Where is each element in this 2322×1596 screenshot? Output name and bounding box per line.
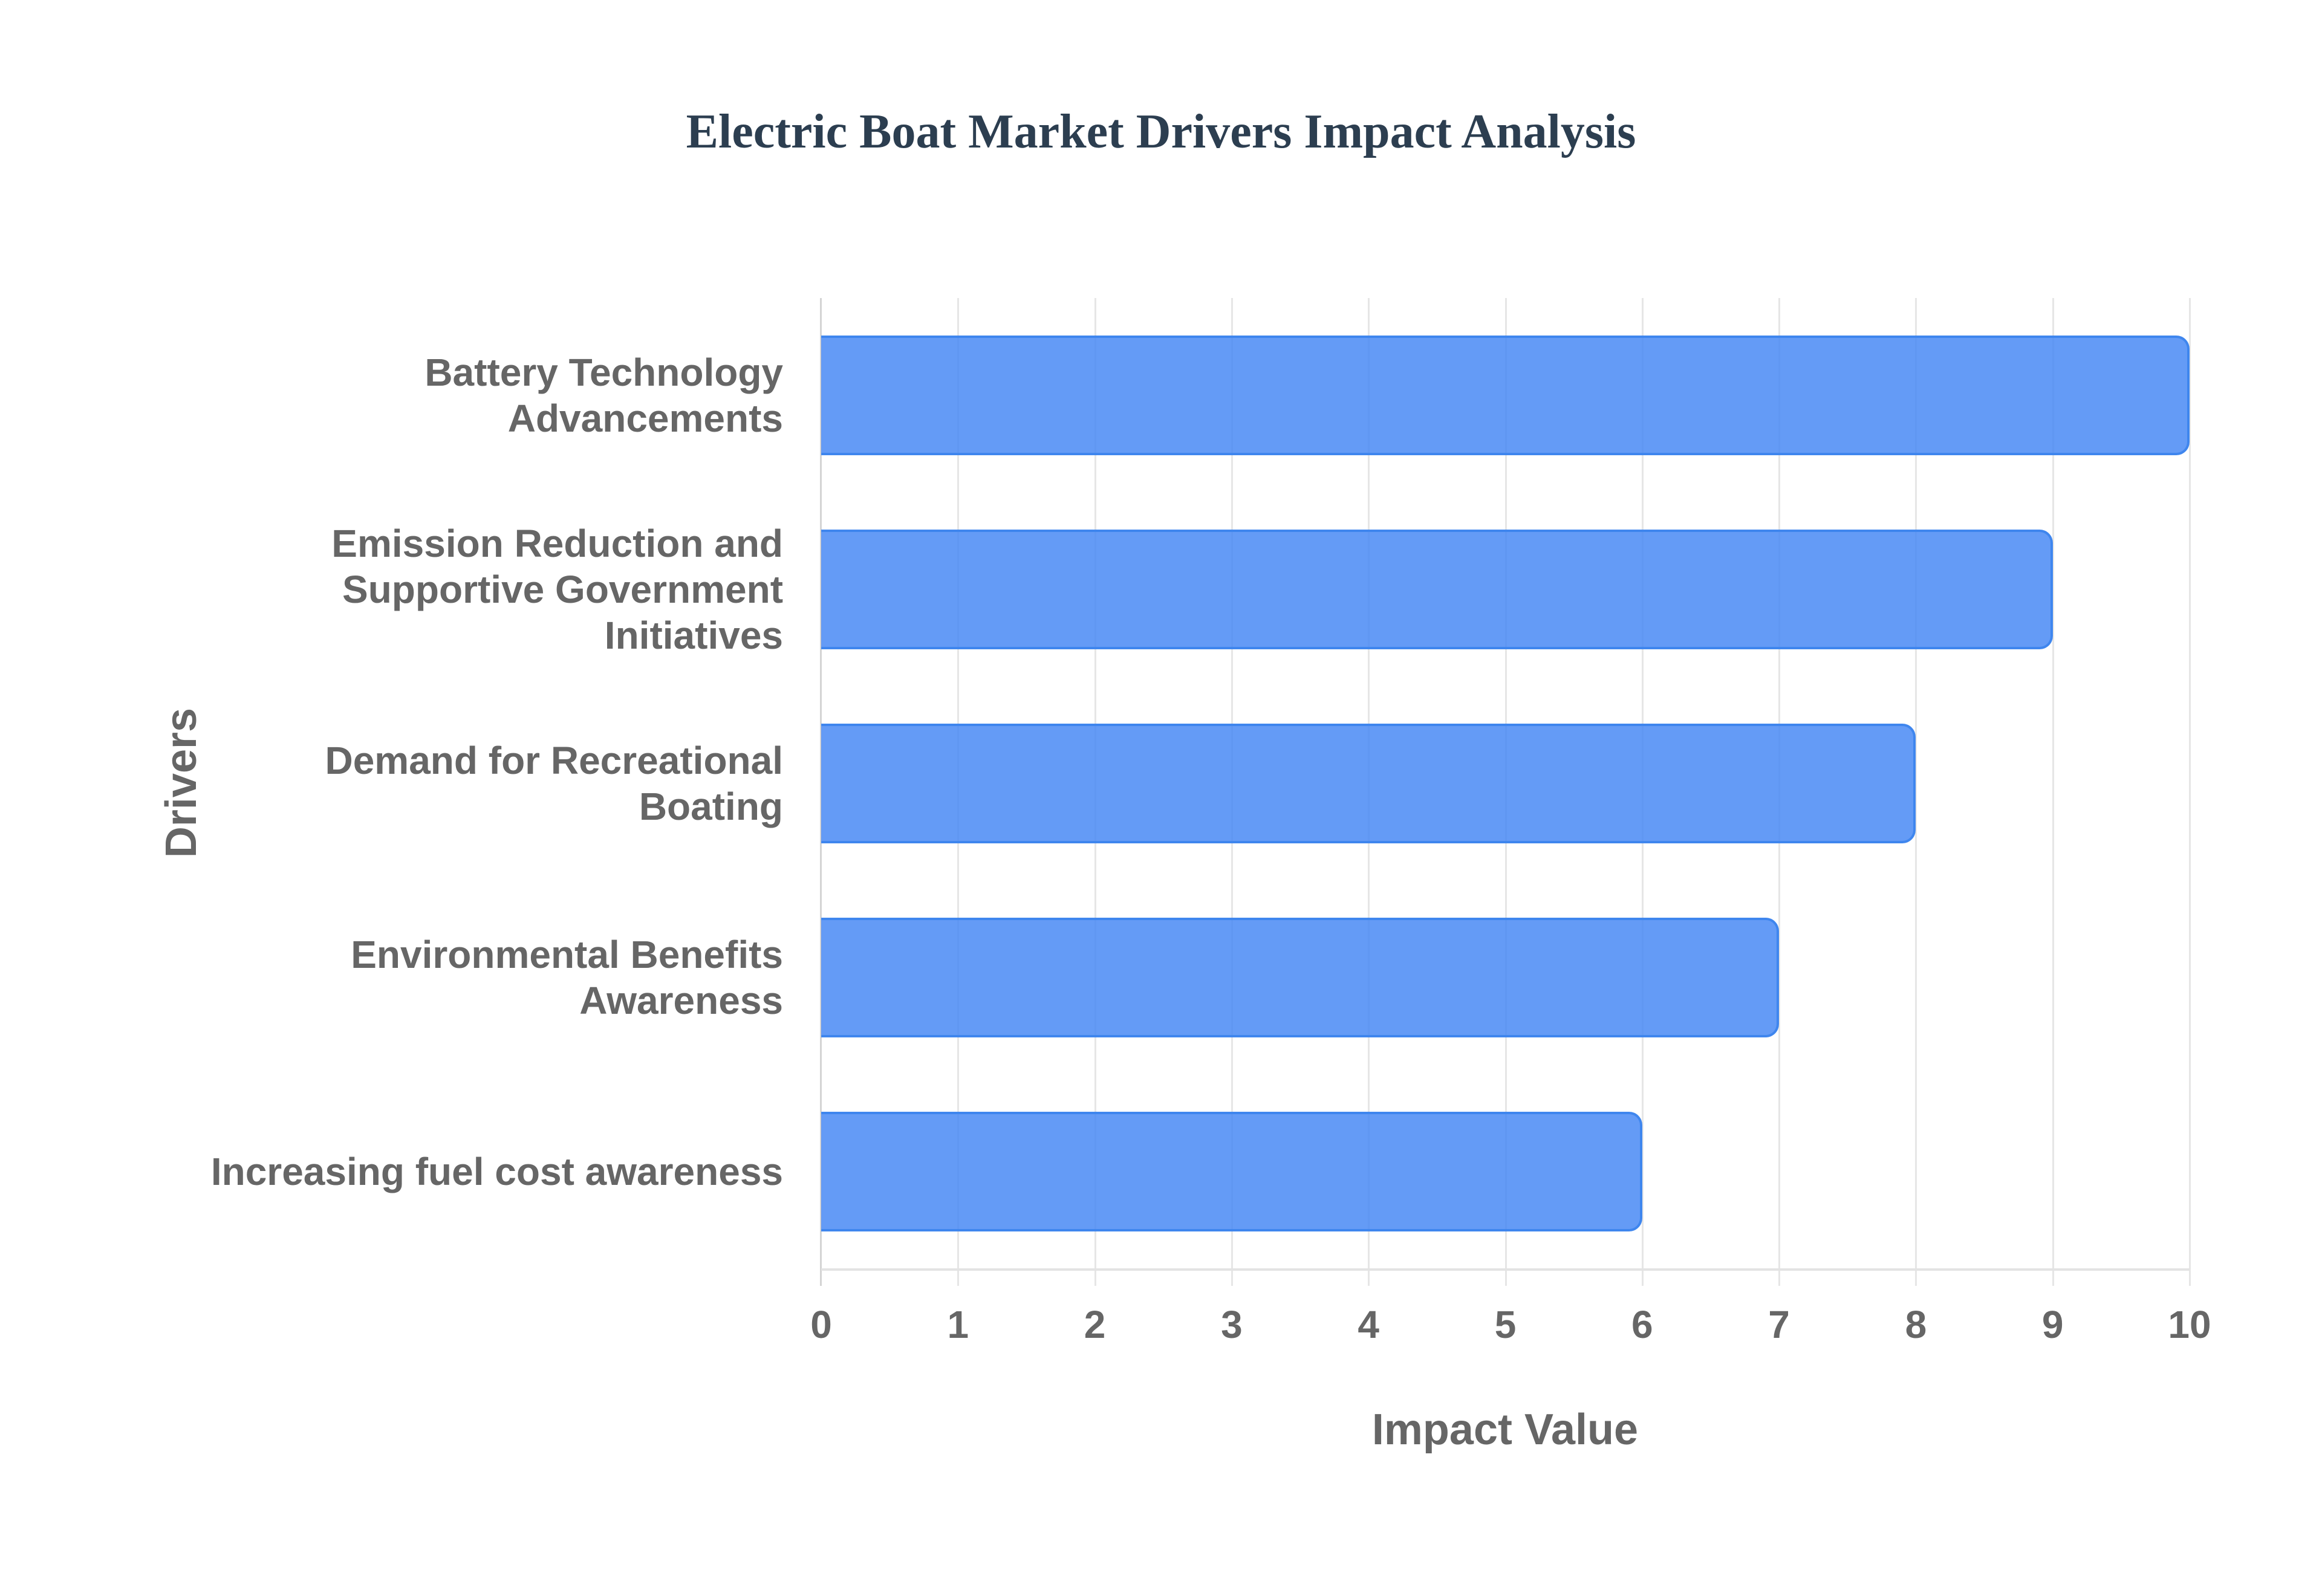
y-label-recreational: Demand for Recreational Boating xyxy=(325,738,783,828)
bar[interactable] xyxy=(821,918,1780,1038)
x-tick-label: 9 xyxy=(2041,1303,2064,1346)
x-tick-label: 7 xyxy=(1768,1303,1790,1346)
x-tick-label: 6 xyxy=(1631,1303,1653,1346)
y-label-fuel-cost: Increasing fuel cost awareness xyxy=(210,1149,783,1193)
y-label-emission: Emission Reduction and Supportive Govern… xyxy=(331,521,783,657)
gridline xyxy=(2189,298,2191,1286)
bar[interactable] xyxy=(821,1112,1642,1232)
x-tick-label: 10 xyxy=(2168,1303,2211,1346)
chart-title: Electric Boat Market Drivers Impact Anal… xyxy=(686,105,1636,158)
y-label-environmental: Environmental Benefits Awareness xyxy=(351,932,783,1022)
x-tick-label: 8 xyxy=(1905,1303,1927,1346)
gridline xyxy=(2052,298,2054,1286)
x-tick-label: 4 xyxy=(1358,1303,1379,1346)
y-label-battery: Battery Technology Advancements xyxy=(424,350,783,440)
bar[interactable] xyxy=(821,529,2053,649)
gridline xyxy=(1915,298,1917,1286)
x-axis-line xyxy=(821,1268,2190,1271)
x-tick-label: 0 xyxy=(810,1303,832,1346)
x-axis-title: Impact Value xyxy=(1371,1406,1639,1454)
x-tick-label: 3 xyxy=(1221,1303,1243,1346)
x-tick-label: 5 xyxy=(1494,1303,1517,1346)
y-axis-line xyxy=(820,298,822,1286)
bar[interactable] xyxy=(821,724,1916,843)
bar[interactable] xyxy=(821,335,2190,455)
x-tick-label: 2 xyxy=(1084,1303,1106,1346)
x-tick-label: 1 xyxy=(947,1303,969,1346)
plot-area: 0 1 2 3 4 5 6 7 8 9 10 xyxy=(810,298,2211,1346)
